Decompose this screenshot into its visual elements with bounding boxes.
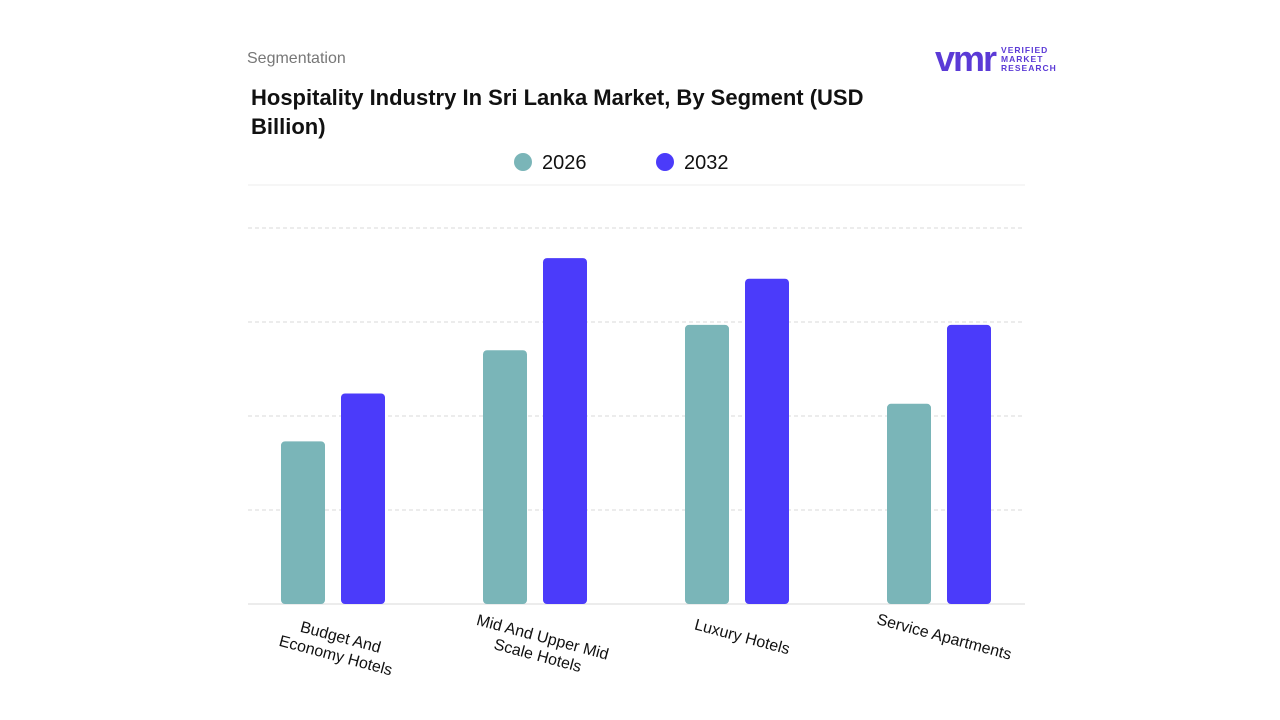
bar [947,324,991,604]
legend-label: 2032 [684,152,729,174]
bar [341,393,385,604]
logo-line: MARKET [1001,53,1044,64]
logo-line: RESEARCH [1001,62,1057,73]
logo-text: VERIFIED MARKET RESEARCH [1001,44,1057,73]
legend-marker [656,153,674,171]
bar [685,324,729,604]
legend-marker [514,153,532,171]
logo-mark: vmr [935,38,997,79]
bar [543,258,587,604]
logo-line: VERIFIED [1001,44,1049,55]
bar [887,403,931,604]
section-label: Segmentation [247,50,346,67]
bar [281,441,325,604]
logo: vmr VERIFIED MARKET RESEARCH [935,38,1057,80]
bar [483,350,527,604]
bar [745,278,789,604]
chart-title: Hospitality Industry In Sri Lanka Market… [251,85,864,139]
legend-label: 2026 [542,152,587,174]
